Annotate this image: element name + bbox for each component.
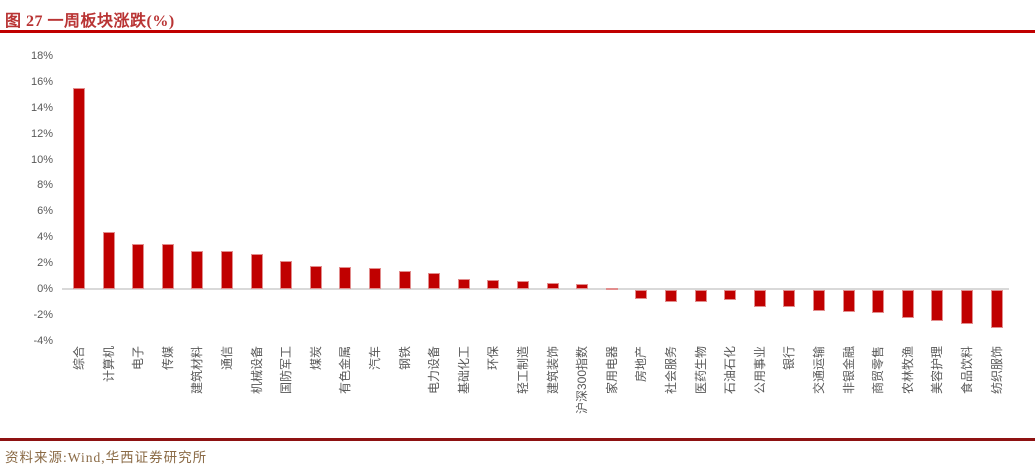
source-note: 资料来源:Wind,华西证券研究所 [5,450,208,465]
bar [842,290,855,312]
bar [309,265,322,289]
y-tick-label: 0% [37,283,53,295]
category-label: 机械设备 [249,346,264,395]
category-label: 计算机 [101,346,116,383]
bar [635,290,648,300]
bar [724,290,737,301]
bar [901,290,914,319]
y-tick-label: 14% [30,101,53,114]
x-axis-line [62,288,1009,290]
category-label: 环保 [486,346,501,371]
bar [428,273,441,289]
category-label: 国防军工 [279,346,294,395]
bar [783,290,796,307]
bar [132,243,145,289]
category-label: 公用事业 [752,346,767,395]
bar [990,290,1003,328]
bar [280,260,293,289]
category-label: 煤炭 [308,346,323,371]
y-tick-label: -2% [33,308,53,321]
category-label: 交通运输 [812,346,826,395]
y-tick-label: -4% [33,334,53,347]
bar [517,281,529,289]
category-label: 有色金属 [338,346,353,395]
category-label: 建筑装饰 [545,346,560,395]
y-tick-label: 10% [30,153,53,166]
category-label: 食品饮料 [960,346,974,395]
category-label: 钢铁 [397,346,412,371]
bar [102,232,115,289]
category-label: 沪深300指数 [575,346,590,415]
category-label: 基础化工 [456,346,471,395]
bar [961,290,973,324]
bar [931,290,944,322]
bar [487,279,500,289]
y-tick-label: 4% [37,231,53,244]
bar [73,88,85,289]
category-label: 美容护理 [930,346,945,395]
category-label: 电子 [131,346,146,371]
bar [398,270,411,289]
category-label: 非银金融 [841,346,856,395]
bar [457,278,470,289]
bar [369,268,381,289]
figure-title: 图 27 一周板块涨跌(%) [5,13,175,30]
category-label: 传媒 [160,346,175,371]
category-label: 商贸零售 [871,346,886,395]
bar [872,290,885,314]
bottom-border-rule [0,438,1035,441]
bar [339,266,352,289]
category-label: 汽车 [368,346,382,371]
bar [250,254,263,289]
y-tick-label: 8% [37,179,53,192]
bar [665,290,677,302]
category-label: 房地产 [634,346,649,383]
category-label: 社会服务 [664,346,678,395]
bar [191,251,204,289]
category-label: 综合 [72,346,86,371]
category-label: 通信 [220,346,234,371]
title-underline-rule [0,30,1035,33]
bar [546,282,559,289]
bar [753,290,766,307]
bar [694,290,707,302]
y-tick-label: 2% [37,257,53,270]
category-label: 石油石化 [723,346,738,395]
y-tick-label: 6% [37,205,53,218]
category-label: 家用电器 [604,346,619,395]
y-tick-label: 18% [30,49,53,62]
bar [161,243,174,289]
category-label: 电力设备 [427,346,442,395]
category-label: 农林牧渔 [900,346,915,395]
y-tick-label: 16% [30,75,53,88]
bar [221,251,233,289]
category-label: 银行 [782,346,797,371]
bar [576,283,589,289]
bar [605,287,618,290]
category-label: 建筑材料 [190,346,205,395]
category-label: 轻工制造 [516,346,530,395]
y-tick-label: 12% [30,127,53,140]
category-label: 纺织服饰 [989,346,1004,395]
bar [813,290,825,311]
category-label: 医药生物 [693,346,708,395]
